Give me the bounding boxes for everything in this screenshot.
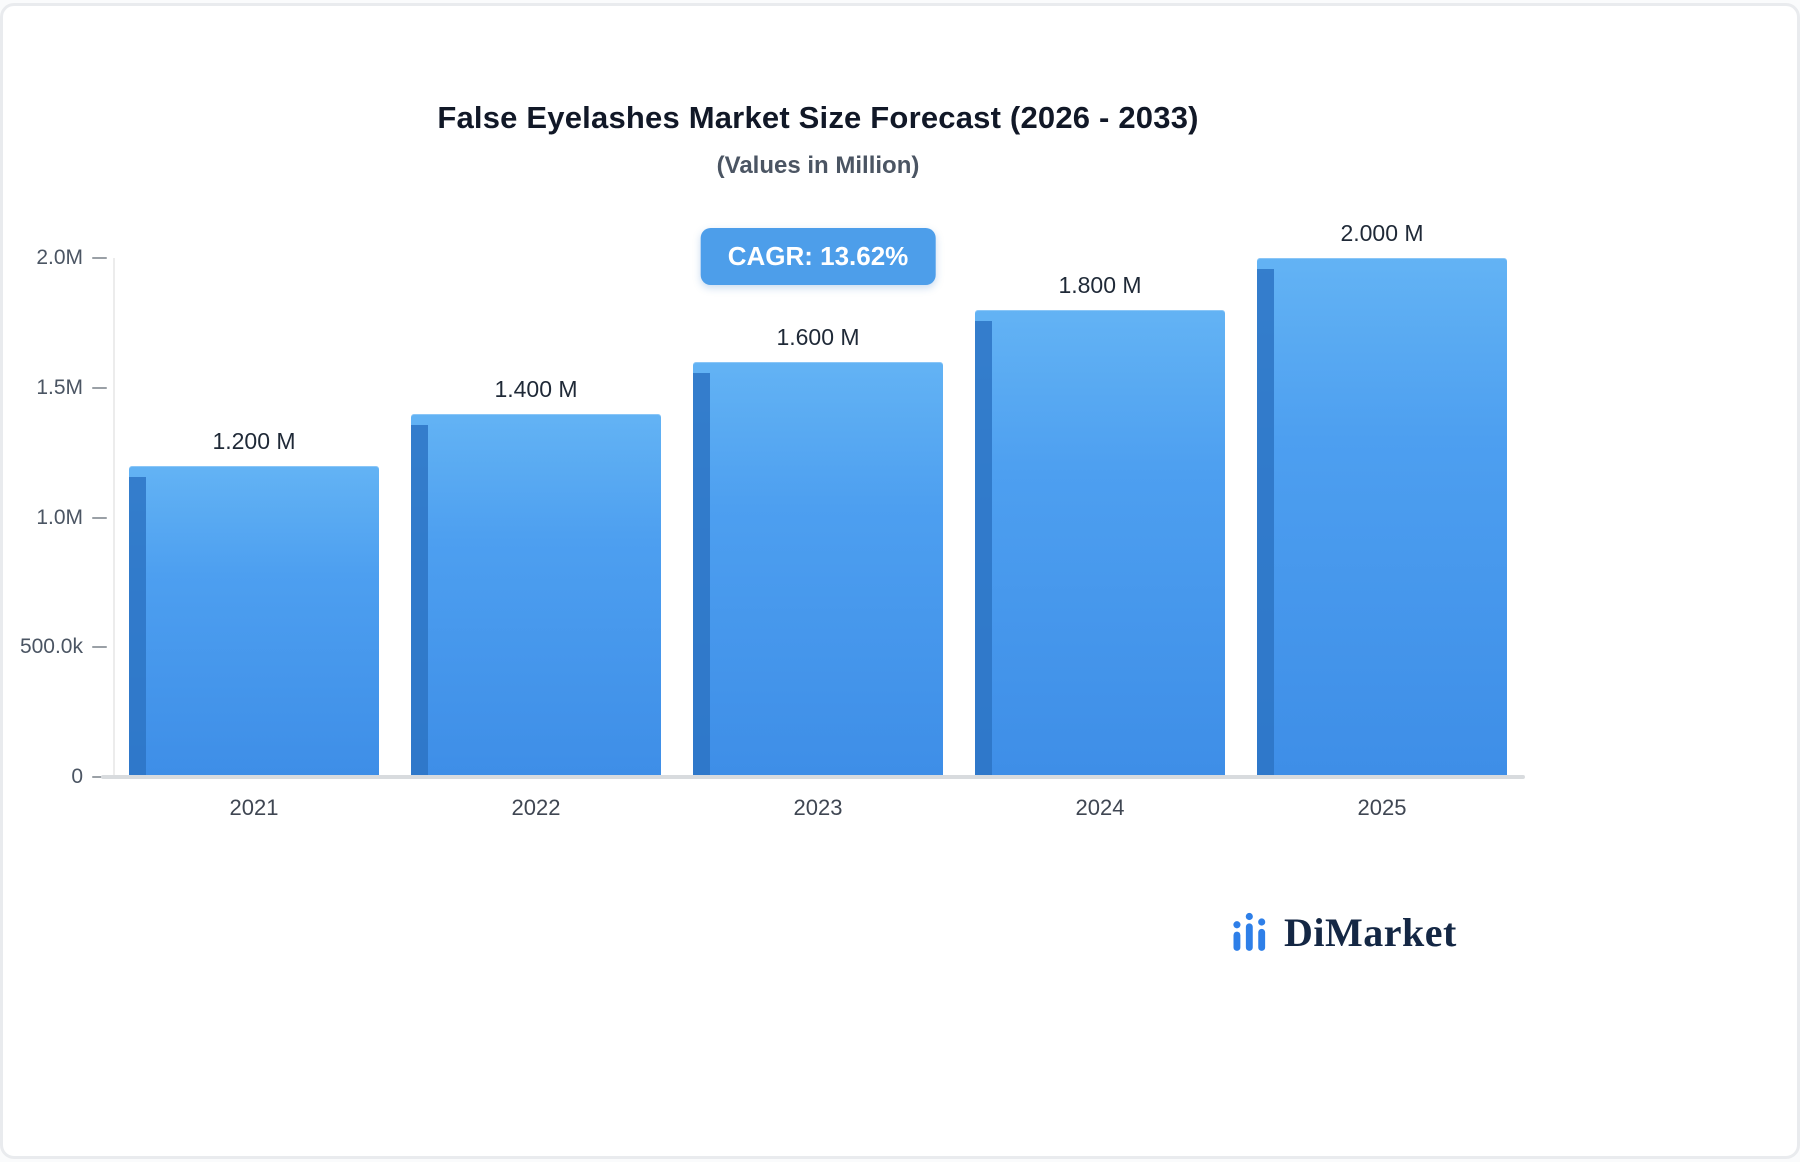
y-tick-label: 0 [71, 765, 83, 788]
logo-bars-icon [1233, 912, 1266, 951]
y-tick-mark [92, 386, 107, 389]
brand-logo: DiMarket [1228, 909, 1457, 956]
chart-subtitle: (Values in Million) [716, 152, 920, 179]
bar-side-shade [411, 424, 428, 777]
y-tick-mark [92, 776, 107, 778]
bar-value-label: 2.000 M [1340, 220, 1424, 246]
bar-value-label: 1.200 M [212, 427, 296, 454]
y-axis: 2.0M 1.5M 1.0M 500.0k 0 [3, 246, 107, 788]
bar-value-label: 1.400 M [494, 375, 578, 402]
x-axis-label-2022: 2022 [511, 795, 561, 820]
bar-2022[interactable]: 1.400 M [411, 376, 661, 777]
chart-title: False Eyelashes Market Size Forecast (20… [437, 100, 1199, 135]
x-axis-label-2024: 2024 [1075, 795, 1125, 820]
chart-canvas: False Eyelashes Market Size Forecast (20… [0, 3, 1800, 1159]
y-tick-1.5M: 1.5M [36, 376, 107, 400]
bar-side-shade [975, 320, 992, 777]
y-tick-2.0M: 2.0M [36, 246, 107, 270]
y-tick-0: 0 [71, 765, 107, 789]
plot-area: 1.200 M 1.400 M 1.600 M 1.800 M 2.000 M [113, 220, 1523, 777]
y-axis-line [113, 258, 115, 777]
y-tick-500.0k: 500.0k [20, 635, 107, 659]
bar-2021[interactable]: 1.200 M [129, 428, 379, 777]
y-tick-mark [92, 257, 107, 259]
y-tick-1.0M: 1.0M [36, 506, 107, 530]
bars-layer: 1.200 M 1.400 M 1.600 M 1.800 M 2.000 M [113, 220, 1523, 777]
bar-2023[interactable]: 1.600 M [693, 324, 943, 777]
brand-name: DiMarket [1284, 910, 1457, 955]
cagr-badge: CAGR: 13.62% [700, 228, 936, 285]
bar-side-shade [129, 476, 146, 777]
chart-header: False Eyelashes Market Size Forecast (20… [113, 100, 1523, 180]
x-axis-labels: 2021 2022 2023 2024 2025 [113, 795, 1523, 829]
y-tick-label: 1.5M [36, 375, 83, 399]
bar-side-shade [693, 372, 710, 777]
bar-value-label: 1.800 M [1058, 271, 1142, 298]
y-tick-label: 1.0M [36, 505, 83, 529]
y-tick-mark [92, 646, 107, 649]
y-tick-mark [92, 516, 107, 519]
x-axis-label-2025: 2025 [1357, 795, 1407, 820]
bar-side-shade [1257, 269, 1274, 777]
bar-2025[interactable]: 2.000 M [1257, 220, 1507, 777]
y-tick-label: 2.0M [36, 246, 83, 269]
y-tick-label: 500.0k [19, 635, 83, 659]
x-axis-baseline [101, 775, 1525, 779]
x-axis-label-2023: 2023 [793, 795, 843, 820]
bar-value-label: 1.600 M [776, 323, 860, 350]
x-axis-label-2021: 2021 [229, 795, 279, 820]
bar-2024[interactable]: 1.800 M [975, 272, 1225, 777]
